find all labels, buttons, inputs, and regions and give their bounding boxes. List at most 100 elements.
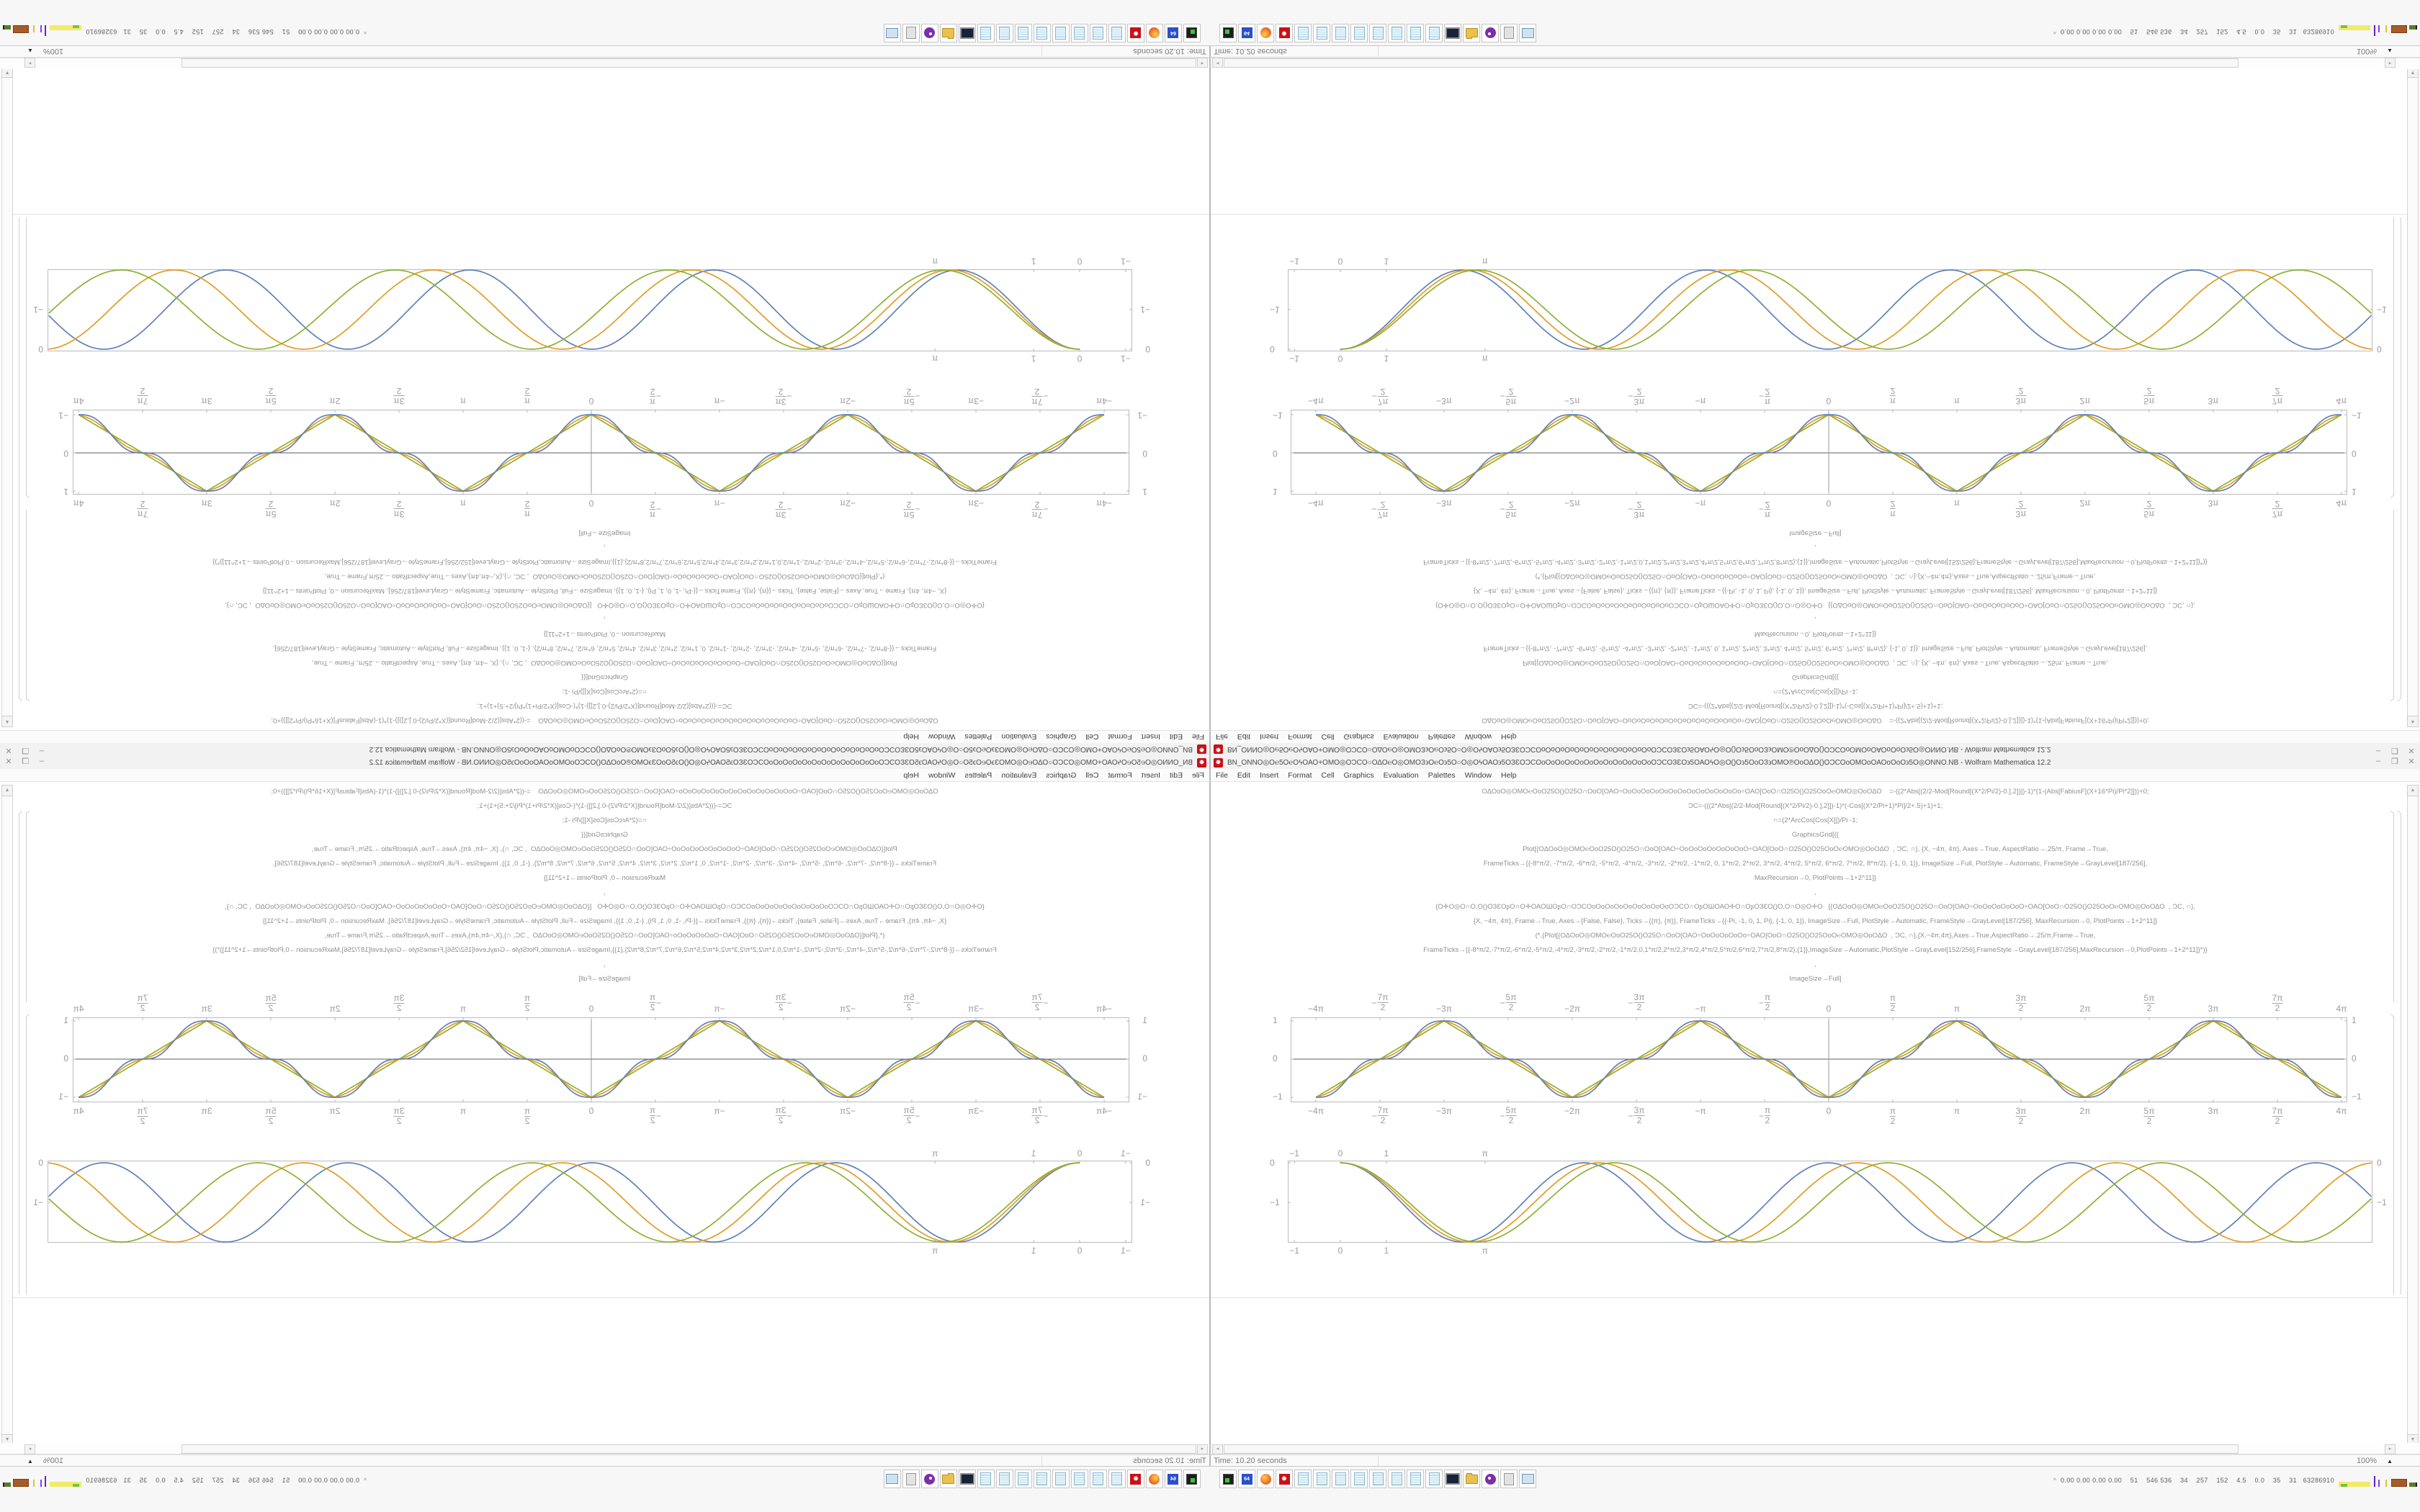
menu-window[interactable]: Window xyxy=(1464,732,1492,742)
restore-button[interactable]: ❐ xyxy=(2391,746,2398,755)
magnification-popup-icon[interactable]: ▲ xyxy=(2387,1457,2393,1464)
launcher-firefox[interactable] xyxy=(1146,24,1163,42)
launcher-purple-app[interactable] xyxy=(1482,1470,1499,1488)
plot2-canvas[interactable] xyxy=(1288,269,2372,351)
magnification-control[interactable]: 100% ▲ xyxy=(27,47,63,55)
menu-window[interactable]: Window xyxy=(928,770,956,780)
launcher-notepad-8[interactable] xyxy=(977,1470,995,1488)
close-button[interactable]: ✕ xyxy=(2408,757,2415,766)
launcher-notepad-1[interactable] xyxy=(1108,1470,1126,1488)
input-cell-bracket[interactable] xyxy=(26,814,27,1002)
launcher-folder[interactable] xyxy=(940,24,957,42)
launcher-notepad-5[interactable] xyxy=(1034,24,1051,42)
menu-format[interactable]: Format xyxy=(1288,770,1312,780)
restore-button[interactable]: ❐ xyxy=(22,757,29,766)
menu-graphics[interactable]: Graphics xyxy=(1046,770,1077,780)
menu-edit[interactable]: Edit xyxy=(1237,732,1251,742)
launcher-terminal[interactable] xyxy=(1219,24,1237,42)
menu-edit[interactable]: Edit xyxy=(1169,732,1183,742)
launcher-notepad-4[interactable] xyxy=(1052,24,1070,42)
menu-file[interactable]: File xyxy=(1216,732,1228,742)
launcher-notepad-6[interactable] xyxy=(1015,1470,1032,1488)
launcher-notepad-3[interactable] xyxy=(1332,1470,1349,1488)
plot2-canvas[interactable] xyxy=(48,1161,1132,1243)
launcher-disk-64[interactable]: 64 xyxy=(1238,1470,1255,1488)
close-button[interactable]: ✕ xyxy=(5,746,12,755)
launcher-monitor[interactable] xyxy=(959,24,976,42)
launcher-purple-app[interactable] xyxy=(921,24,938,42)
plot1-canvas[interactable] xyxy=(1291,410,2347,495)
code-cell[interactable]: ΟΔΟοΟ◎ΟΜΟ℮ΟοΟ25Ο()Ο25Ο∩ΟοΟ[ΟΑΟ÷ΟοΟοΟοΟοΟ… xyxy=(1211,785,2420,986)
launcher-notepad-3[interactable] xyxy=(1071,1470,1088,1488)
hscroll-thumb[interactable] xyxy=(182,1444,1196,1454)
output-cell-bracket[interactable] xyxy=(26,217,27,495)
menu-file[interactable]: File xyxy=(1216,770,1228,780)
menu-palettes[interactable]: Palettes xyxy=(964,732,992,742)
scroll-right-button[interactable]: ▸ xyxy=(24,58,35,68)
launcher-mathematica[interactable]: ✹ xyxy=(1127,24,1144,42)
launcher-window-app[interactable] xyxy=(1519,1470,1536,1488)
vertical-scrollbar[interactable]: ▲ ▼ xyxy=(1,66,13,727)
launcher-window-app[interactable] xyxy=(884,1470,901,1488)
menu-graphics[interactable]: Graphics xyxy=(1046,732,1077,742)
horizontal-scrollbar[interactable]: ◂ ▸ xyxy=(0,1443,1210,1454)
scroll-up-button[interactable]: ▲ xyxy=(2407,785,2419,796)
scroll-left-button[interactable]: ◂ xyxy=(1212,58,1223,68)
launcher-notepad-4[interactable] xyxy=(1350,1470,1368,1488)
plot2-canvas[interactable] xyxy=(1288,1161,2372,1243)
menu-help[interactable]: Help xyxy=(903,732,919,742)
scroll-left-button[interactable]: ◂ xyxy=(1197,58,1208,68)
plot2-canvas[interactable] xyxy=(48,269,1132,351)
launcher-notepad-1[interactable] xyxy=(1294,24,1312,42)
magnification-control[interactable]: 100% ▲ xyxy=(2357,1457,2393,1465)
menu-edit[interactable]: Edit xyxy=(1237,770,1251,780)
menu-format[interactable]: Format xyxy=(1108,770,1132,780)
horizontal-scrollbar[interactable]: ◂ ▸ xyxy=(0,58,1210,69)
vertical-scrollbar[interactable]: ▲ ▼ xyxy=(1,785,13,1446)
menu-help[interactable]: Help xyxy=(1501,770,1517,780)
horizontal-scrollbar[interactable]: ◂ ▸ xyxy=(1210,1443,2420,1454)
menu-file[interactable]: File xyxy=(1192,770,1204,780)
minimize-button[interactable]: – xyxy=(2375,757,2381,765)
magnification-value[interactable]: 100% xyxy=(2356,47,2378,55)
launcher-firefox[interactable] xyxy=(1146,1470,1163,1488)
launcher-disk-64[interactable]: 64 xyxy=(1238,24,1255,42)
menu-graphics[interactable]: Graphics xyxy=(1343,770,1374,780)
magnification-popup-icon[interactable]: ▲ xyxy=(27,1457,33,1464)
hscroll-thumb[interactable] xyxy=(1224,58,2238,68)
menu-window[interactable]: Window xyxy=(1464,770,1492,780)
menu-insert[interactable]: Insert xyxy=(1141,770,1160,780)
launcher-disk-64[interactable]: 64 xyxy=(1165,24,1182,42)
code-cell[interactable]: ΟΔΟοΟ◎ΟΜΟ℮ΟοΟ25Ο()Ο25Ο∩ΟοΟ[ΟΑΟ÷ΟοΟοΟοΟοΟ… xyxy=(0,526,1209,727)
launcher-folder[interactable] xyxy=(1463,1470,1480,1488)
menu-cell[interactable]: Cell xyxy=(1085,770,1099,780)
launcher-firefox[interactable] xyxy=(1257,1470,1274,1488)
tray-collapse-icon[interactable]: ^ xyxy=(363,1477,367,1484)
launcher-monitor[interactable] xyxy=(1444,1470,1461,1488)
launcher-window-app[interactable] xyxy=(884,24,901,42)
launcher-monitor[interactable] xyxy=(1444,24,1461,42)
magnification-control[interactable]: 100% ▲ xyxy=(2357,47,2393,55)
menu-evaluation[interactable]: Evaluation xyxy=(1383,770,1419,780)
scroll-up-button[interactable]: ▲ xyxy=(1,785,13,796)
menu-help[interactable]: Help xyxy=(903,770,919,780)
hscroll-thumb[interactable] xyxy=(1224,1444,2238,1454)
launcher-purple-app[interactable] xyxy=(1482,24,1499,42)
scroll-right-button[interactable]: ▸ xyxy=(2385,1444,2396,1454)
launcher-notepad-2[interactable] xyxy=(1313,24,1330,42)
menu-format[interactable]: Format xyxy=(1288,732,1312,742)
menu-palettes[interactable]: Palettes xyxy=(964,770,992,780)
launcher-notepad-5[interactable] xyxy=(1034,1470,1051,1488)
scroll-right-button[interactable]: ▸ xyxy=(2385,58,2396,68)
notebook-content[interactable]: ΟΔΟοΟ◎ΟΜΟ℮ΟοΟ25Ο()Ο25Ο∩ΟοΟ[ΟΑΟ÷ΟοΟοΟοΟοΟ… xyxy=(0,45,1210,730)
launcher-window-app[interactable] xyxy=(1519,24,1536,42)
launcher-notepad-1[interactable] xyxy=(1294,1470,1312,1488)
code-cell[interactable]: ΟΔΟοΟ◎ΟΜΟ℮ΟοΟ25Ο()Ο25Ο∩ΟοΟ[ΟΑΟ÷ΟοΟοΟοΟοΟ… xyxy=(0,785,1209,986)
restore-button[interactable]: ❐ xyxy=(2391,757,2398,766)
menu-evaluation[interactable]: Evaluation xyxy=(1001,770,1037,780)
input-cell-bracket[interactable] xyxy=(2393,510,2394,698)
menu-insert[interactable]: Insert xyxy=(1260,770,1279,780)
launcher-notepad-2[interactable] xyxy=(1090,24,1107,42)
launcher-notepad-8[interactable] xyxy=(1425,24,1443,42)
window-titlebar[interactable]: ✹ ΒΝ_ΟΝΝΟ◎Ο℮5Ο℮ΟϟΟΑΟ+ΟΜΟ◎ΟϽϹΟ○ΟΔΟ℮Ο◎ΟΜΟЗ… xyxy=(0,756,1210,770)
